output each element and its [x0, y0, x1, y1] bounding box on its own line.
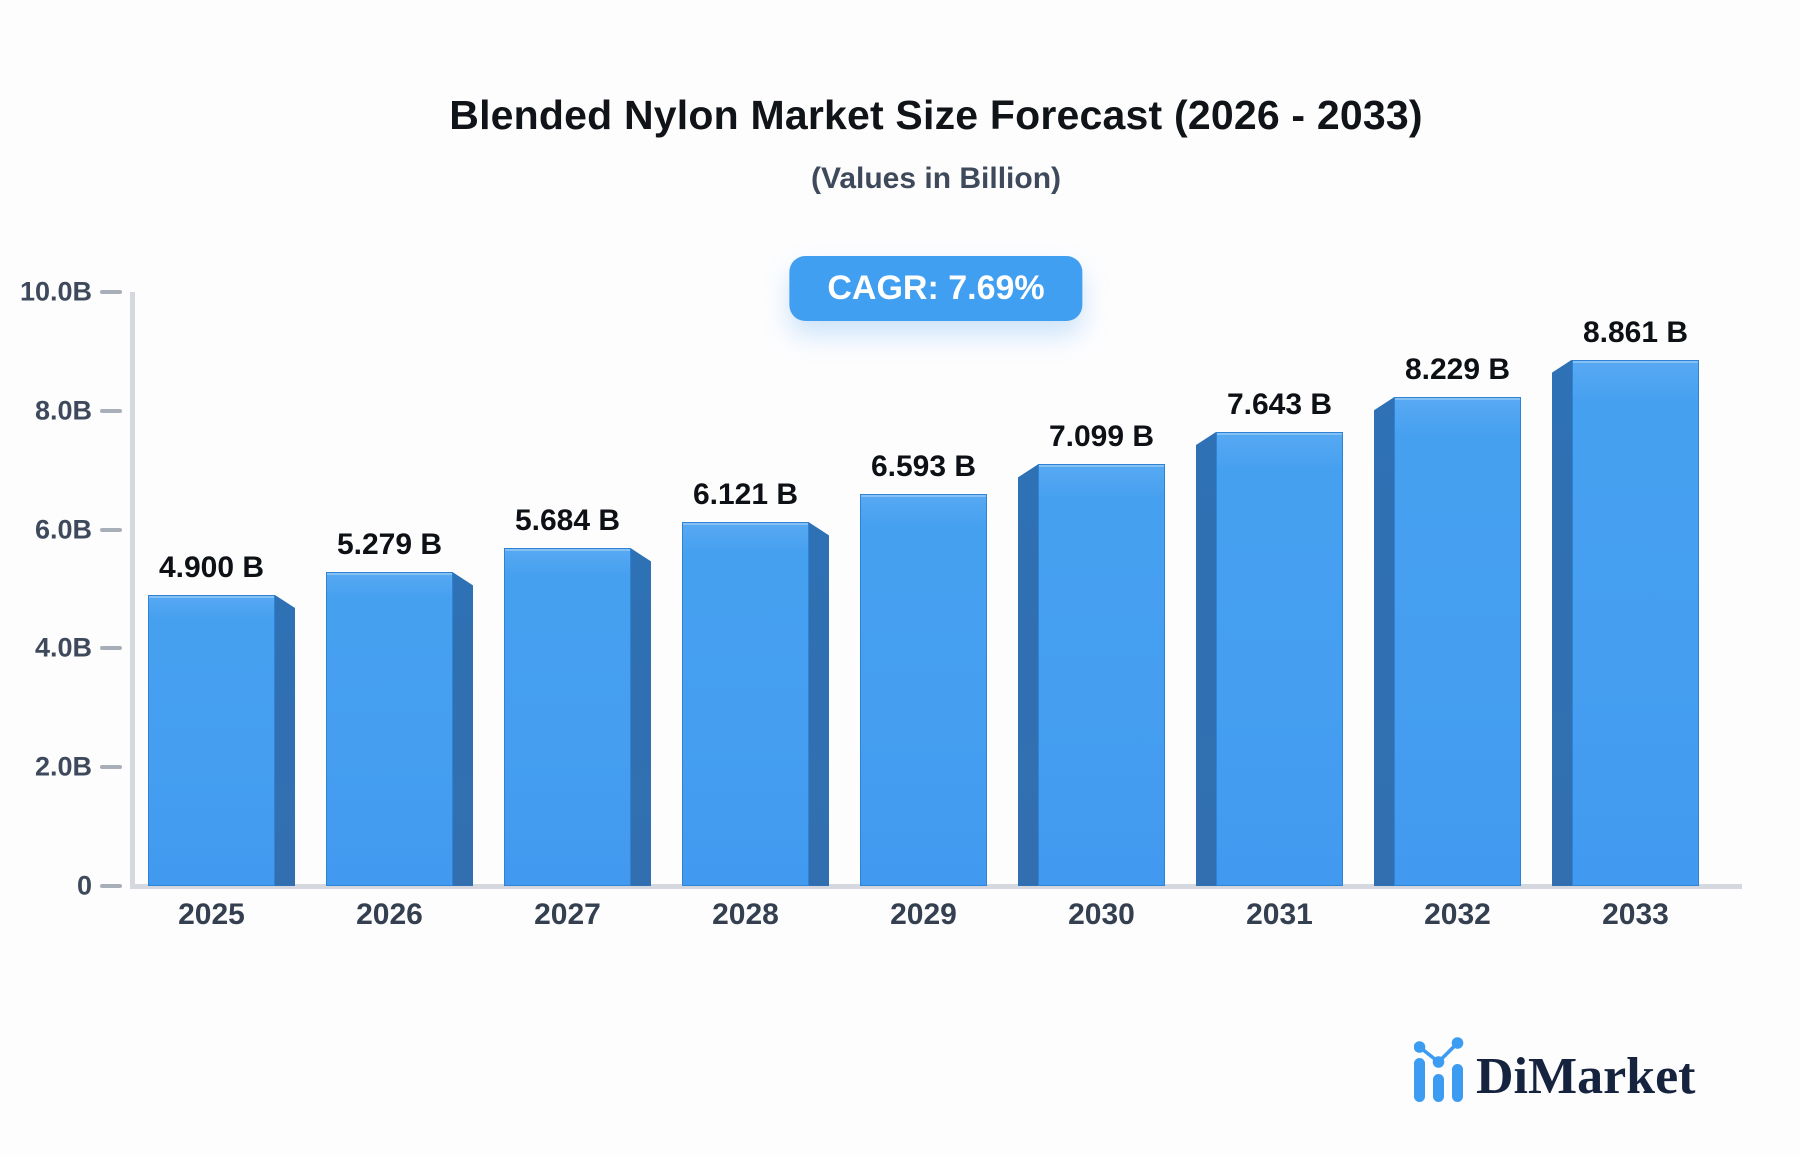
x-tick-label: 2029	[890, 898, 957, 931]
bar-3d-side	[453, 572, 473, 886]
bar-value-label: 5.279 B	[336, 528, 443, 562]
bar-3d-side	[1374, 397, 1394, 886]
x-tick-label: 2031	[1246, 898, 1313, 931]
brand-logo: DiMarket	[1414, 1036, 1695, 1103]
x-tick-label: 2033	[1602, 898, 1669, 931]
x-tick-label: 2028	[712, 898, 779, 931]
bar-2025	[148, 594, 275, 886]
bar-3d-side	[1018, 464, 1038, 886]
bar-2032	[1394, 397, 1521, 886]
bar-2028	[682, 522, 809, 886]
bar-value-label: 8.861 B	[1582, 315, 1689, 349]
bar-2026	[326, 572, 453, 886]
mini-bar-line-chart-icon	[1414, 1037, 1464, 1102]
y-tick-label: 8.0B	[34, 395, 92, 426]
bar-value-label: 4.900 B	[158, 550, 265, 584]
bar-2027	[504, 548, 631, 886]
chart-subtitle: (Values in Billion)	[810, 162, 1062, 195]
bar-3d-side	[1552, 359, 1572, 886]
y-tick-mark	[100, 290, 122, 294]
y-tick-label: 6.0B	[34, 514, 92, 545]
y-tick-label: 4.0B	[34, 632, 92, 663]
y-tick-label: 0	[76, 870, 92, 901]
bar-value-label: 7.099 B	[1048, 420, 1155, 454]
y-tick-mark	[100, 527, 122, 532]
y-tick-label: 10.0B	[19, 276, 92, 307]
bar-3d-side	[809, 522, 829, 886]
brand-logo-text: DiMarket	[1476, 1048, 1696, 1105]
x-tick-label: 2032	[1424, 898, 1491, 931]
bar-value-label: 7.643 B	[1226, 388, 1333, 421]
bar-value-label: 6.593 B	[870, 450, 977, 484]
y-tick-label: 2.0B	[34, 751, 92, 782]
bar-2030	[1038, 464, 1165, 886]
bar-value-label: 8.229 B	[1404, 353, 1511, 387]
bar-2031	[1216, 432, 1343, 886]
bar-2033	[1572, 359, 1699, 886]
x-tick-label: 2026	[356, 898, 423, 931]
y-tick-mark	[100, 884, 122, 888]
y-axis-line	[130, 292, 135, 889]
y-tick-mark	[100, 408, 122, 413]
x-tick-label: 2027	[534, 898, 601, 931]
bar-3d-side	[275, 594, 295, 886]
chart-title: Blended Nylon Market Size Forecast (2026…	[449, 92, 1423, 138]
cagr-badge: CAGR: 7.69%	[789, 256, 1083, 321]
x-tick-label: 2025	[178, 898, 245, 931]
y-tick-mark	[100, 646, 122, 651]
bar-3d-side	[1196, 432, 1216, 886]
bar-2029	[860, 494, 987, 886]
bar-value-label: 5.684 B	[514, 504, 621, 538]
y-tick-mark	[100, 765, 122, 770]
x-tick-label: 2030	[1068, 898, 1135, 931]
x-axis-line	[130, 884, 1742, 889]
bar-3d-side	[631, 548, 651, 886]
bar-value-label: 6.121 B	[692, 478, 799, 512]
